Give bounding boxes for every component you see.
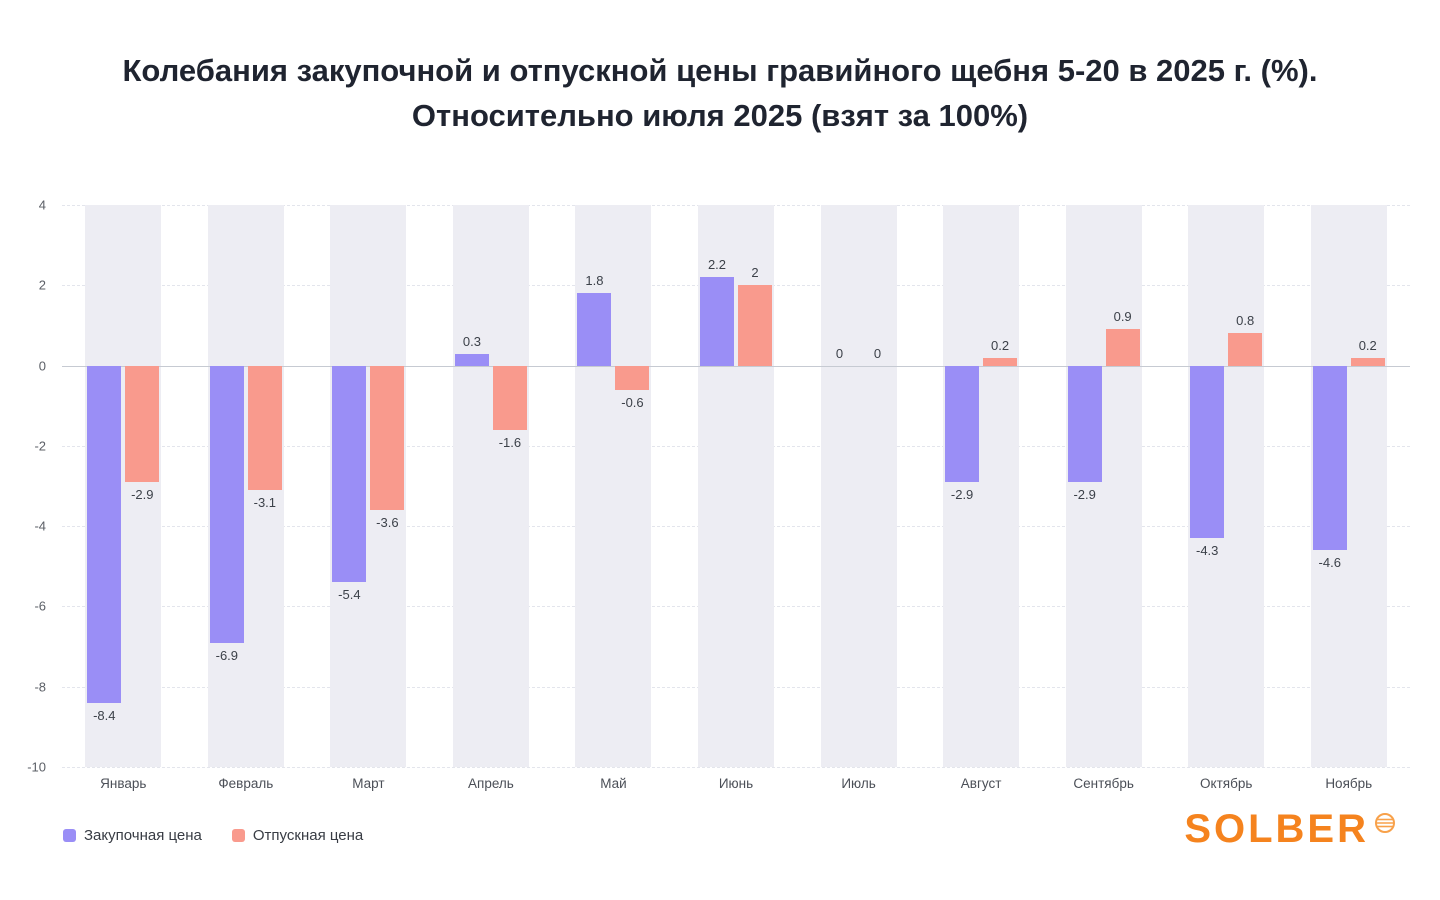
month-group: -6.9 -3.1 Февраль bbox=[185, 205, 308, 791]
month-group: -2.9 0.2 Август bbox=[920, 205, 1043, 791]
bar-value-label: -0.6 bbox=[621, 394, 644, 410]
bar-selling-price[interactable] bbox=[1228, 333, 1263, 366]
month-band bbox=[1065, 205, 1142, 767]
bar-value-label: -2.9 bbox=[1073, 486, 1096, 502]
bar-selling-price[interactable] bbox=[983, 357, 1018, 366]
y-tick-label: -2 bbox=[34, 438, 46, 454]
month-group: 0.3 -1.6 Апрель bbox=[430, 205, 553, 791]
bar-selling-price[interactable] bbox=[738, 285, 772, 366]
bar-chart: 4 2 0 -2 -4 -6 -8 -10 -8.4 -2.9 Январь -6.9 -3.1 Фев… bbox=[0, 198, 1440, 791]
month-group: 0 0 Июль bbox=[797, 205, 920, 791]
month-band bbox=[575, 205, 652, 767]
bar-value-label: -6.9 bbox=[215, 647, 239, 663]
bar-purchase-price[interactable] bbox=[945, 365, 980, 482]
bar-purchase-price[interactable] bbox=[577, 293, 612, 366]
bar-selling-price[interactable] bbox=[247, 365, 282, 490]
x-axis-label: Октябрь bbox=[1200, 776, 1253, 791]
y-tick-label: -8 bbox=[34, 679, 46, 695]
bar-selling-price[interactable] bbox=[492, 365, 527, 430]
bar-selling-price[interactable] bbox=[1105, 329, 1140, 366]
brand-logo: SOLBER bbox=[1184, 808, 1396, 850]
x-axis-label: Февраль bbox=[218, 776, 274, 791]
bar-value-label: 0.2 bbox=[1358, 337, 1377, 353]
month-group: -8.4 -2.9 Январь bbox=[62, 205, 185, 791]
x-axis-label: Март bbox=[352, 776, 385, 791]
plot-area: -8.4 -2.9 Январь -6.9 -3.1 Февраль -5.4 -3.6 Мар… bbox=[62, 205, 1410, 791]
bar-purchase-price[interactable] bbox=[87, 365, 122, 703]
zero-line bbox=[62, 365, 1410, 367]
y-tick-label: -10 bbox=[27, 759, 46, 775]
chart-title-line2: Относительно июля 2025 (взят за 100%) bbox=[411, 98, 1029, 133]
x-axis-label: Январь bbox=[100, 776, 147, 791]
bar-purchase-price[interactable] bbox=[1190, 365, 1225, 539]
month-band bbox=[943, 205, 1020, 767]
x-axis-label: Июнь bbox=[718, 776, 754, 791]
bar-selling-price[interactable] bbox=[1350, 357, 1385, 366]
bar-selling-price[interactable] bbox=[125, 365, 160, 482]
bar-purchase-price[interactable] bbox=[1067, 365, 1102, 482]
month-group: -4.3 0.8 Октябрь bbox=[1165, 205, 1288, 791]
bar-purchase-price[interactable] bbox=[700, 277, 734, 366]
bar-purchase-price[interactable] bbox=[209, 365, 244, 643]
bar-value-label: -4.3 bbox=[1195, 543, 1219, 559]
brand-name: SOLBER bbox=[1184, 807, 1369, 851]
bar-value-label: -4.6 bbox=[1318, 555, 1341, 571]
legend: Закупочная цена Отпускная цена bbox=[63, 824, 363, 846]
brand-globe-icon bbox=[1374, 812, 1396, 839]
x-axis-label: Май bbox=[600, 776, 627, 791]
y-tick-label: 2 bbox=[38, 277, 46, 293]
gridline bbox=[62, 767, 1410, 768]
legend-item-purchase[interactable]: Закупочная цена bbox=[63, 827, 202, 844]
bar-value-label: 0 bbox=[835, 345, 844, 361]
bar-value-label: 0 bbox=[873, 345, 882, 361]
month-group: -2.9 0.9 Сентябрь bbox=[1042, 205, 1165, 791]
x-axis-label: Ноябрь bbox=[1325, 776, 1373, 791]
bar-value-label: 2.2 bbox=[707, 257, 727, 273]
month-group: 1.8 -0.6 Май bbox=[552, 205, 675, 791]
bar-value-label: -3.6 bbox=[376, 515, 399, 531]
bar-value-label: 2 bbox=[751, 265, 759, 281]
bar-value-label: 0.8 bbox=[1236, 313, 1255, 329]
bar-value-label: -5.4 bbox=[338, 587, 361, 603]
legend-item-selling[interactable]: Отпускная цена bbox=[231, 826, 364, 844]
months-row: -8.4 -2.9 Январь -6.9 -3.1 Февраль -5.4 -3.6 Мар… bbox=[62, 205, 1410, 791]
bar-value-label: -8.4 bbox=[93, 707, 116, 723]
y-tick-label: 4 bbox=[38, 197, 46, 213]
y-axis: 4 2 0 -2 -4 -6 -8 -10 bbox=[0, 198, 54, 775]
x-axis-label: Август bbox=[960, 776, 1002, 791]
y-tick-label: 0 bbox=[38, 358, 46, 374]
legend-swatch-selling-icon bbox=[231, 828, 245, 842]
bar-purchase-price[interactable] bbox=[1312, 365, 1347, 551]
bar-value-label: 0.3 bbox=[462, 333, 481, 349]
bar-value-label: 0.9 bbox=[1113, 309, 1132, 325]
legend-label-purchase: Закупочная цена bbox=[84, 826, 202, 844]
bar-selling-price[interactable] bbox=[370, 365, 405, 511]
bar-value-label: -2.9 bbox=[950, 486, 974, 502]
y-tick-label: -4 bbox=[34, 518, 46, 534]
x-axis-label: Июль bbox=[841, 776, 876, 791]
bar-selling-price[interactable] bbox=[615, 365, 650, 390]
bar-value-label: 1.8 bbox=[585, 273, 604, 289]
bar-value-label: -2.9 bbox=[131, 486, 154, 502]
bar-purchase-price[interactable] bbox=[454, 353, 489, 366]
bar-purchase-price[interactable] bbox=[332, 365, 367, 583]
bar-value-label: -1.6 bbox=[498, 434, 522, 450]
month-group: -5.4 -3.6 Март bbox=[307, 205, 430, 791]
bar-value-label: 0.2 bbox=[991, 337, 1010, 353]
chart-title-line1: Колебания закупочной и отпускной цены гр… bbox=[122, 53, 1318, 88]
legend-label-selling: Отпускная цена bbox=[252, 826, 364, 844]
month-band bbox=[452, 205, 529, 767]
x-axis-label: Апрель bbox=[468, 776, 514, 791]
chart-title: Колебания закупочной и отпускной цены гр… bbox=[0, 0, 1440, 138]
legend-swatch-purchase-icon bbox=[63, 828, 76, 842]
x-axis-label: Сентябрь bbox=[1073, 776, 1134, 791]
y-tick-label: -6 bbox=[34, 598, 46, 614]
month-group: -4.6 0.2 Ноябрь bbox=[1287, 205, 1410, 791]
bar-value-label: -3.1 bbox=[253, 495, 277, 510]
month-group: 2.2 2 Июнь bbox=[675, 205, 798, 791]
month-band bbox=[820, 205, 897, 767]
